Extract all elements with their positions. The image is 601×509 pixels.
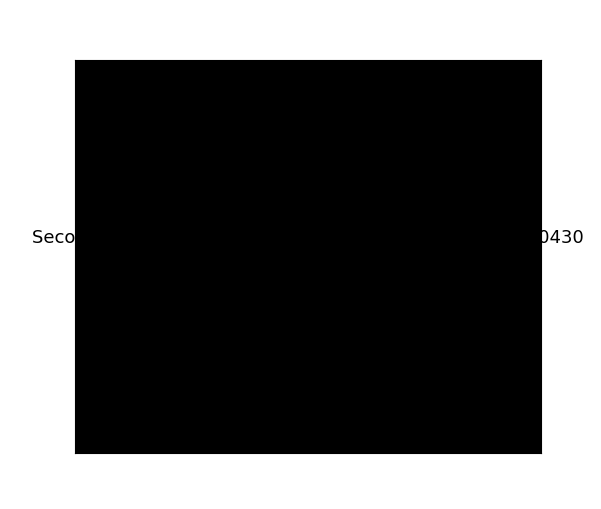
Text: Secondary Swell energy on Sunday 23 Mar at 7:30am +0430: Secondary Swell energy on Sunday 23 Mar … [32, 229, 584, 246]
Text: Arrows show the wind wave direction: Arrows show the wind wave direction [178, 270, 438, 284]
